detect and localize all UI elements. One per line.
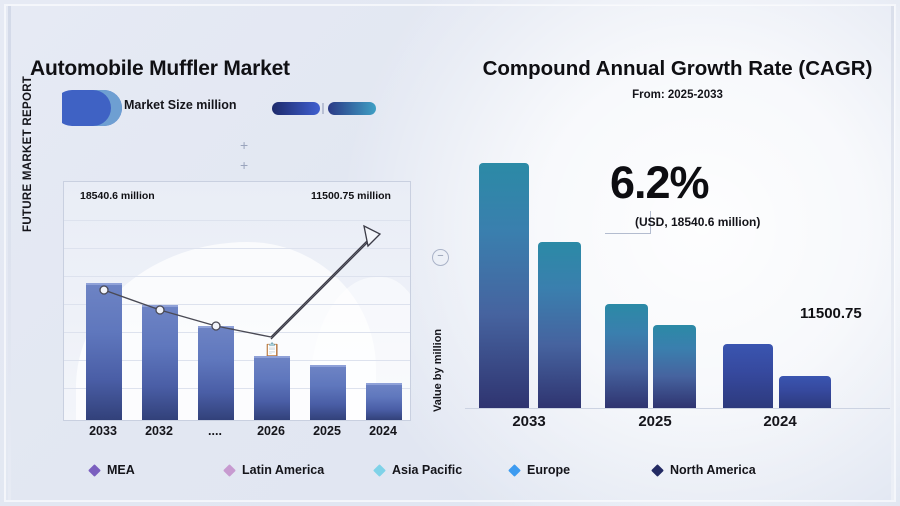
bar-2026 [254, 356, 290, 420]
legend-label: Europe [527, 463, 571, 477]
plus-icon: + [240, 137, 249, 153]
bar-2024-start [723, 344, 773, 408]
x-label-2033: 2033 [89, 424, 117, 438]
cagr-title: Compound Annual Growth Rate (CAGR) [482, 57, 873, 80]
legend-dot-icon [508, 463, 521, 477]
bar-2024-end [779, 376, 831, 408]
region-legend: MEA Latin America Asia Pacific Europe No… [70, 463, 860, 489]
x-label-2024: 2024 [369, 424, 397, 438]
legend-dot-icon [651, 463, 664, 477]
legend-label: Latin America [242, 463, 325, 477]
pill-separator [322, 103, 324, 114]
market-size-label: Market Size million [124, 98, 237, 112]
legend-item-latin-america[interactable]: Latin America [223, 463, 325, 477]
gridline [64, 332, 410, 333]
legend-label: MEA [107, 463, 135, 477]
watermark-icon: 📋 [264, 342, 281, 357]
bar-2033-start [479, 163, 529, 408]
gridline [64, 304, 410, 305]
callout-leader-line [605, 211, 651, 234]
legend-dot-icon [88, 463, 101, 477]
legend-label: North America [670, 463, 756, 477]
bar-ellipsis [198, 326, 234, 420]
bar-2025-end [653, 325, 696, 408]
bar-2033 [86, 283, 122, 420]
gridline [64, 360, 410, 361]
x-label-2024: 2024 [763, 413, 797, 430]
x-label-2025: 2025 [313, 424, 341, 438]
bar-2025 [310, 365, 346, 420]
x-label-2026: 2026 [257, 424, 285, 438]
legend-item-north-america[interactable]: North America [651, 463, 756, 477]
plus-icon: + [240, 157, 249, 173]
legend-item-mea[interactable]: MEA [88, 463, 135, 477]
x-label-ellipsis: .... [208, 424, 222, 438]
x-label-2025: 2025 [638, 413, 672, 430]
toggle-pill-primary[interactable] [272, 102, 320, 115]
market-size-bar-chart: 📋 ⛶ [63, 181, 411, 421]
legend-label: Asia Pacific [392, 463, 463, 477]
bar-2033-end [538, 242, 581, 408]
legend-dot-icon [223, 463, 236, 477]
right-edge-accent [891, 6, 894, 500]
x-label-2032: 2032 [145, 424, 173, 438]
gridline [64, 248, 410, 249]
bar-2025-start [605, 304, 648, 408]
x-label-2033: 2033 [512, 413, 546, 430]
page-title: Automobile Muffler Market [30, 57, 290, 80]
y-axis-right-label: Value by million [432, 328, 444, 412]
legend-dot-icon [373, 463, 386, 477]
toggle-pill-secondary[interactable] [328, 102, 376, 115]
right-panel: Compound Annual Growth Rate (CAGR) From:… [455, 0, 900, 506]
bar-2032 [142, 305, 178, 420]
trend-overlay [99, 224, 382, 340]
y-axis-label: FUTURE MARKET REPORT [22, 75, 34, 232]
cagr-bar-chart: 11500.75 2033 2025 2024 [455, 140, 900, 430]
cagr-value: 6.2% [610, 157, 710, 208]
gridline [64, 276, 410, 277]
cagr-note: (USD, 18540.6 million) [635, 215, 761, 229]
value-label-11500: 11500.75 [800, 305, 862, 322]
gridline [64, 220, 410, 221]
value-label-left: 18540.6 million [80, 190, 155, 202]
hexagon-logo-icon [54, 90, 124, 126]
value-label-right: 11500.75 million [311, 190, 391, 202]
chart-baseline [465, 407, 890, 409]
legend-item-asia-pacific[interactable]: Asia Pacific [373, 463, 463, 477]
bar-2024 [366, 383, 402, 420]
minus-circle-icon: − [432, 249, 449, 266]
legend-item-europe[interactable]: Europe [508, 463, 571, 477]
left-edge-accent [8, 6, 11, 500]
growth-arrow-icon [270, 224, 382, 340]
left-panel: Automobile Muffler Market Market Size mi… [22, 57, 449, 446]
cagr-subtitle: From: 2025-2033 [632, 89, 723, 101]
x-axis-labels: 2033 2032 .... 2026 2025 2024 [63, 424, 411, 446]
gridline [64, 388, 410, 389]
